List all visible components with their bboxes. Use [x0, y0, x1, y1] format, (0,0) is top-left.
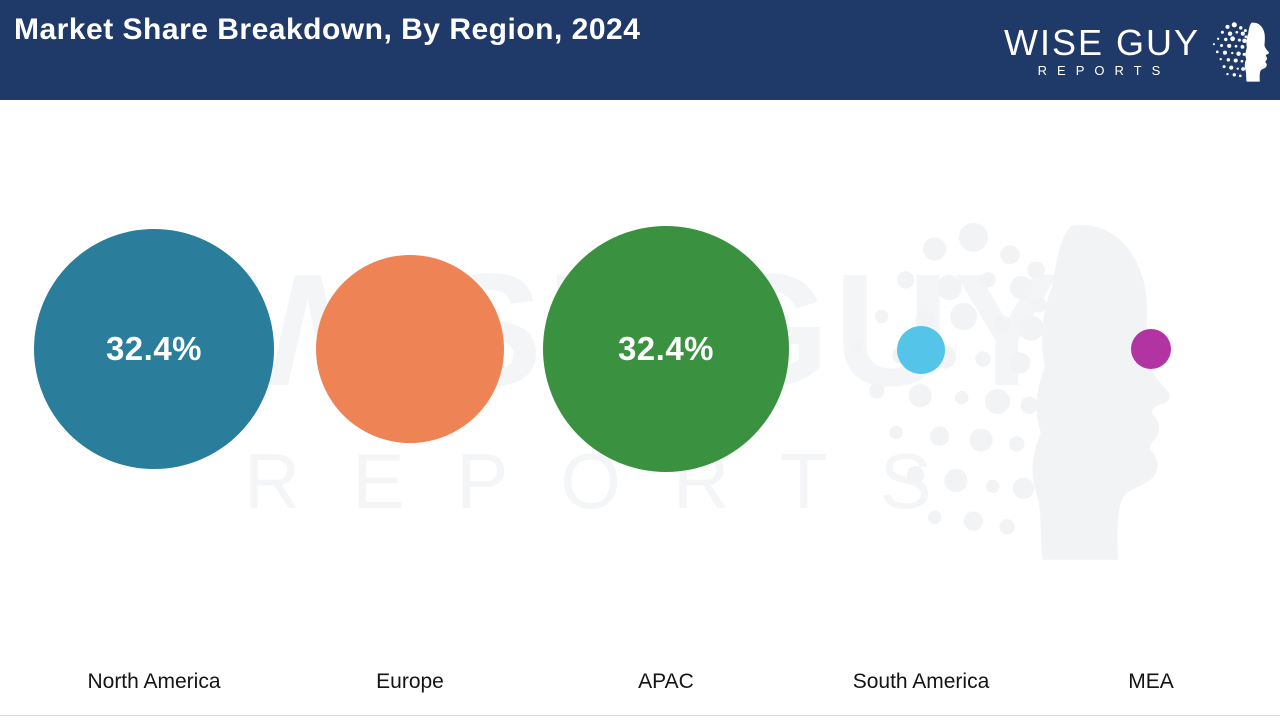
wise-guy-reports-logo: WISE GUY REPORTS	[1004, 0, 1280, 88]
bubble-south-america[interactable]	[897, 326, 945, 374]
bubble-europe[interactable]	[316, 255, 504, 443]
header-bar: Market Share Breakdown, By Region, 2024 …	[0, 0, 1280, 100]
bubble-value-apac: 32.4%	[617, 330, 715, 367]
bubble-value-north-america: 32.4%	[105, 330, 203, 367]
dotted-head-icon	[1212, 22, 1269, 82]
bubble-mea[interactable]	[1131, 329, 1171, 369]
chart-bottom-border	[0, 715, 1280, 716]
bubble-apac[interactable]: 32.4%	[543, 226, 789, 472]
logo-subtext: REPORTS	[1037, 63, 1171, 78]
category-label-north-america: North America	[87, 670, 221, 693]
logo-wordmark: WISE GUY	[1003, 22, 1200, 63]
category-label-mea: MEA	[1128, 670, 1174, 693]
page-title: Market Share Breakdown, By Region, 2024	[14, 13, 641, 46]
logo-text: WISE GUY REPORTS	[1003, 22, 1200, 78]
watermark-head-icon	[851, 222, 1170, 560]
bubble-north-america[interactable]: 32.4%	[34, 229, 274, 469]
category-label-apac: APAC	[638, 670, 694, 693]
category-label-europe: Europe	[376, 670, 444, 693]
category-label-south-america: South America	[852, 670, 990, 693]
